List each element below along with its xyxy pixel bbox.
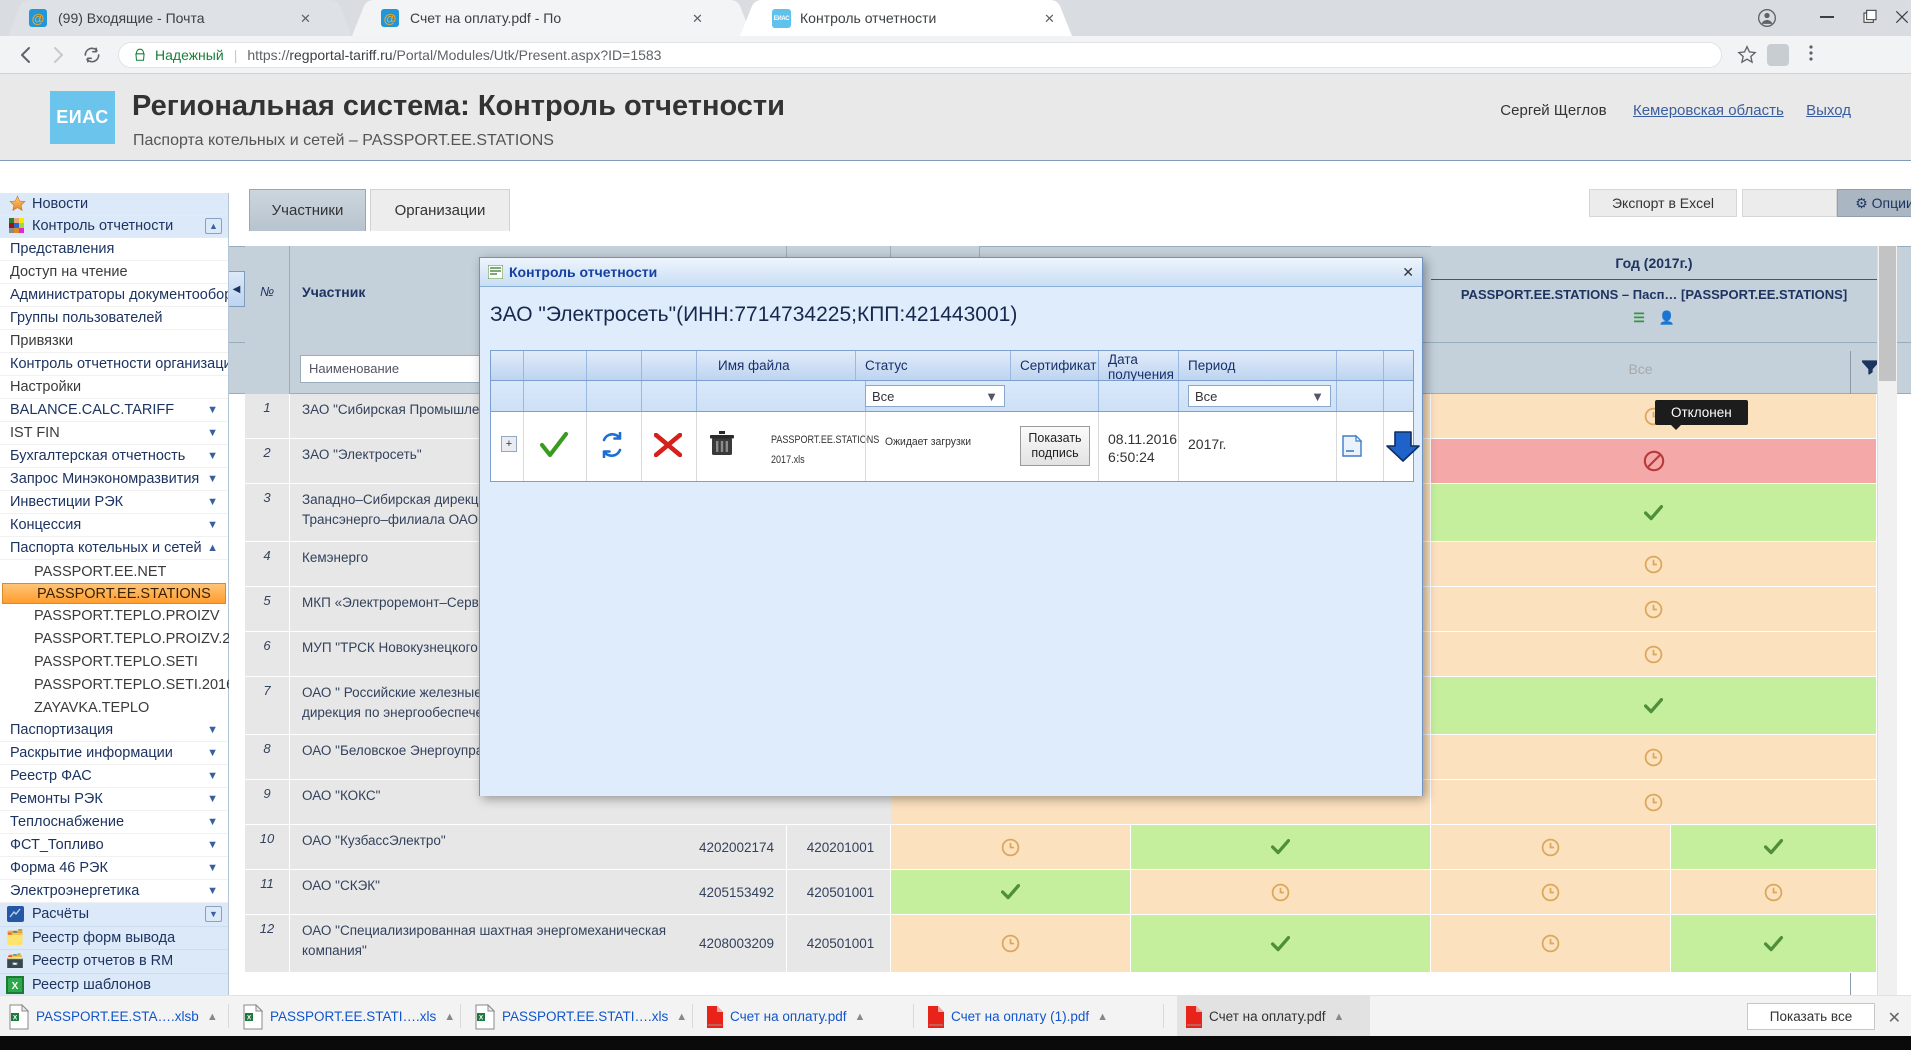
svg-text:X: X [247, 1014, 252, 1021]
svg-text:X: X [12, 981, 19, 992]
svg-text:X: X [13, 1014, 18, 1021]
svg-text:X: X [479, 1014, 484, 1021]
